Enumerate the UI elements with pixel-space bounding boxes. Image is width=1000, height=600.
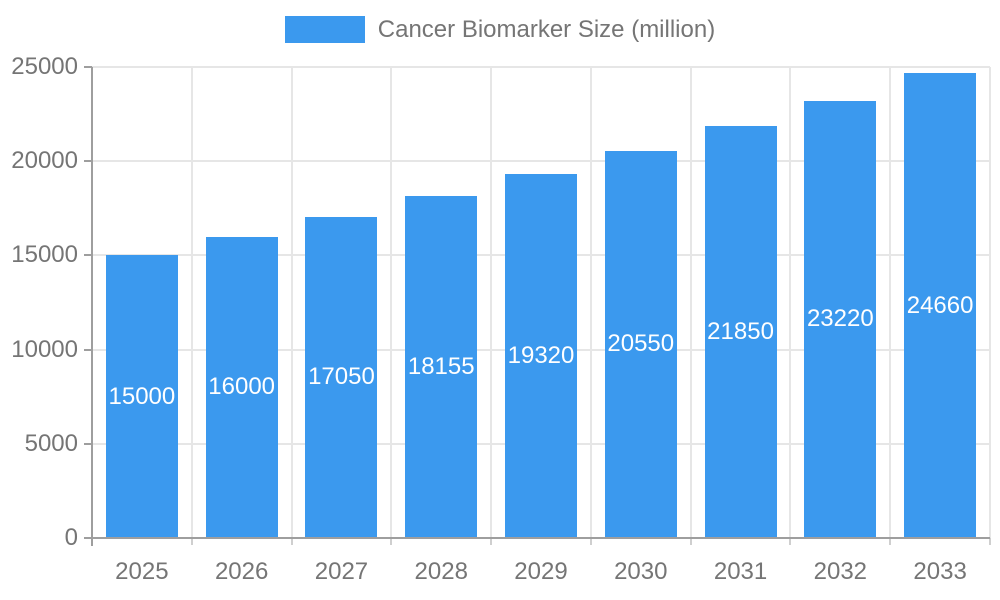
x-axis-label: 2033 xyxy=(913,558,967,585)
bar[interactable] xyxy=(206,236,278,538)
y-axis-line xyxy=(91,67,93,546)
x-axis-tick xyxy=(690,538,692,545)
bar-value-label: 23220 xyxy=(806,305,874,333)
x-axis-label: 2025 xyxy=(115,558,169,585)
y-axis-label: 15000 xyxy=(11,241,78,269)
y-axis-label: 0 xyxy=(64,524,78,551)
y-axis-label: 20000 xyxy=(11,147,78,175)
bar[interactable] xyxy=(705,126,777,538)
x-axis-label: 2026 xyxy=(214,558,269,585)
bar-value-label: 21850 xyxy=(707,318,774,346)
x-gridline xyxy=(490,67,492,538)
bar[interactable] xyxy=(505,174,577,538)
y-gridline xyxy=(92,160,990,163)
chart-legend[interactable]: Cancer Biomarker Size (million) xyxy=(0,16,1000,43)
x-axis-label: 2031 xyxy=(713,558,768,585)
y-axis-tick xyxy=(84,348,92,351)
bar-value-label: 19320 xyxy=(507,342,575,369)
bar[interactable] xyxy=(804,100,876,538)
x-axis-tick xyxy=(390,538,392,545)
x-axis-tick xyxy=(889,538,891,545)
bar[interactable] xyxy=(106,255,178,538)
x-gridline xyxy=(390,67,392,538)
bar-value-label: 15000 xyxy=(108,382,176,410)
bar-value-label: 17050 xyxy=(308,363,375,391)
y-axis-label: 25000 xyxy=(11,53,78,80)
x-axis-tick xyxy=(989,538,991,545)
bar-value-label: 18155 xyxy=(407,352,475,380)
x-gridline xyxy=(690,67,692,538)
x-axis-label: 2028 xyxy=(414,558,468,585)
bar-value-label: 20550 xyxy=(607,330,675,358)
x-axis-tick xyxy=(789,538,791,545)
y-gridline xyxy=(92,66,990,68)
y-axis-tick xyxy=(84,537,92,539)
x-axis-label: 2032 xyxy=(813,558,868,585)
bar[interactable] xyxy=(405,195,477,538)
x-axis-label: 2027 xyxy=(314,558,369,585)
legend-label: Cancer Biomarker Size (million) xyxy=(377,16,716,43)
y-axis-tick xyxy=(84,442,92,445)
x-gridline xyxy=(889,67,891,538)
y-axis-label: 10000 xyxy=(11,335,78,363)
bar[interactable] xyxy=(605,150,677,538)
x-gridline xyxy=(989,67,991,538)
bar-value-label: 16000 xyxy=(208,373,276,401)
x-axis-tick xyxy=(490,538,492,545)
x-gridline xyxy=(191,67,193,538)
bar[interactable] xyxy=(305,216,377,538)
y-axis-label: 5000 xyxy=(24,429,78,457)
y-axis-tick xyxy=(84,66,92,68)
bar[interactable] xyxy=(904,73,976,538)
bar-value-label: 24660 xyxy=(906,291,974,319)
x-axis-label: 2030 xyxy=(614,558,668,585)
x-gridline xyxy=(789,67,791,538)
x-axis-tick xyxy=(191,538,193,545)
x-axis-tick xyxy=(291,538,293,545)
x-gridline xyxy=(590,67,592,538)
x-axis-baseline xyxy=(92,537,990,539)
y-axis-tick xyxy=(84,160,92,163)
legend-swatch[interactable] xyxy=(284,16,365,43)
x-gridline xyxy=(291,67,293,538)
y-axis-tick xyxy=(84,254,92,257)
x-axis-label: 2029 xyxy=(514,558,568,585)
x-axis-tick xyxy=(590,538,592,545)
